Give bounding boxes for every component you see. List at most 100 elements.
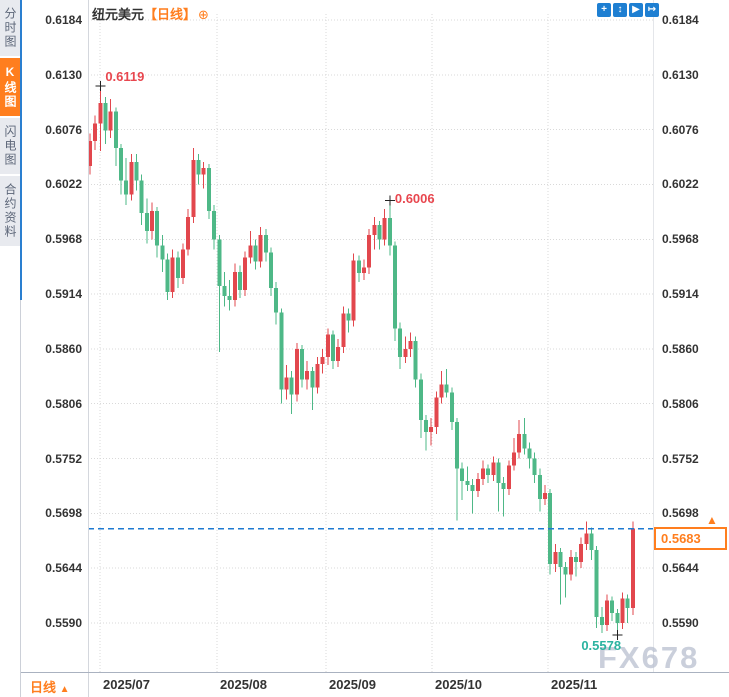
high-annotation: 0.6119 <box>105 68 145 84</box>
sidebar-tab-activeK线图[interactable]: K线图 <box>0 58 20 116</box>
axis-range-icon[interactable]: ↕ <box>613 3 627 17</box>
y-axis-label-right: 0.6184 <box>662 13 699 27</box>
chart-title: 纽元美元【日线】 ⊕ <box>92 4 209 22</box>
period-selector-label: 日线 <box>30 680 57 695</box>
candle-body <box>605 600 609 626</box>
candle-body <box>289 377 294 395</box>
add-overlay-icon[interactable]: ⊕ <box>198 7 209 22</box>
y-axis-label-right: 0.5806 <box>662 396 699 411</box>
candle-body <box>470 484 475 492</box>
y-axis-label-left: 0.5914 <box>45 287 82 302</box>
x-axis-label: 2025/11 <box>551 677 598 692</box>
candle-body <box>625 598 630 608</box>
candle-body <box>589 533 594 550</box>
candle-body <box>160 245 165 260</box>
sidebar-accent-line <box>20 0 22 300</box>
sidebar-tab-闪电图[interactable]: 闪电图 <box>0 118 20 174</box>
candle-body <box>424 419 429 433</box>
candle-body <box>113 111 118 148</box>
candle-body <box>279 312 284 390</box>
candle-body <box>568 557 573 575</box>
candle-body <box>206 168 211 211</box>
plot-left-border <box>88 0 89 697</box>
candle-body <box>222 285 227 297</box>
candle-body <box>98 103 103 124</box>
y-axis-label-right: 0.5968 <box>662 232 699 247</box>
candle-body <box>232 271 237 301</box>
candle-body <box>150 210 155 232</box>
candle-body <box>186 216 191 250</box>
y-axis-label-left: 0.5806 <box>45 396 82 411</box>
candle-body <box>237 271 242 291</box>
price-up-arrow-icon: ▲ <box>706 512 718 527</box>
y-axis-label-right: 0.6076 <box>662 122 699 137</box>
candle-body <box>563 567 568 575</box>
candle-body <box>584 533 589 544</box>
candle-body <box>455 422 460 469</box>
candle-body <box>336 346 341 362</box>
candle-body <box>418 379 423 420</box>
candle-body <box>372 225 377 236</box>
candle-body <box>382 217 387 240</box>
candle-body <box>511 452 516 466</box>
period-selector[interactable]: 日线 ▲ <box>30 677 70 696</box>
candle-body <box>175 257 180 278</box>
candle-body <box>129 162 134 195</box>
y-axis-label-left: 0.6184 <box>45 13 82 27</box>
candle-body <box>196 160 201 175</box>
y-axis-label-left: 0.6130 <box>45 67 82 82</box>
y-axis-label-left: 0.6076 <box>45 122 82 137</box>
candle-body <box>517 434 522 453</box>
pan-crosshair-icon[interactable]: + <box>597 3 611 17</box>
symbol-name: 纽元美元 <box>92 7 145 22</box>
candle-body <box>299 348 304 380</box>
plot-right-border <box>653 0 654 672</box>
candle-body <box>558 551 563 568</box>
candle-body <box>284 377 289 390</box>
low-annotation: 0.5578 <box>581 638 622 654</box>
candle-body <box>108 111 113 131</box>
watermark: FX678 <box>598 640 700 675</box>
candle-body <box>181 249 186 278</box>
candle-body <box>217 239 222 286</box>
candle-body <box>522 434 527 449</box>
y-axis-label-right: 0.5914 <box>662 287 699 302</box>
candle-body <box>413 340 418 380</box>
candle-body <box>294 348 299 395</box>
candle-body <box>248 245 253 258</box>
candle-body <box>630 528 635 608</box>
candle-body <box>144 212 149 232</box>
candle-body <box>243 257 248 291</box>
candle-body <box>119 147 124 181</box>
candle-body <box>310 371 315 388</box>
candle-body <box>594 549 599 617</box>
candle-body <box>496 462 501 483</box>
candle-body <box>170 257 175 293</box>
candle-body <box>506 465 511 489</box>
candle-body <box>542 493 547 500</box>
candle-body <box>139 180 144 213</box>
candle-body <box>88 140 92 167</box>
auto-scroll-icon[interactable]: ▶ <box>629 3 643 17</box>
sidebar-tab-分时图[interactable]: 分时图 <box>0 0 20 56</box>
candle-body <box>315 364 320 388</box>
candle-body <box>429 427 434 433</box>
candle-body <box>444 384 449 393</box>
period-tag: 【日线】 <box>144 7 197 22</box>
candle-body <box>103 103 108 131</box>
candle-body <box>93 123 98 141</box>
candle-body <box>491 462 496 475</box>
x-axis-label: 2025/09 <box>329 677 376 692</box>
x-axis-label: 2025/10 <box>435 677 482 692</box>
y-axis-label-left: 0.5752 <box>45 451 82 466</box>
y-axis-label-right: 0.6130 <box>662 67 699 82</box>
candle-body <box>330 334 335 362</box>
sidebar-tab-合约资料[interactable]: 合约资料 <box>0 176 20 246</box>
candle-body <box>393 245 398 329</box>
y-axis-label-left: 0.5590 <box>45 616 82 630</box>
candle-body <box>537 474 542 500</box>
candle-body <box>165 259 170 293</box>
candle-body <box>449 392 454 422</box>
exit-chart-icon[interactable]: ↦ <box>645 3 659 17</box>
